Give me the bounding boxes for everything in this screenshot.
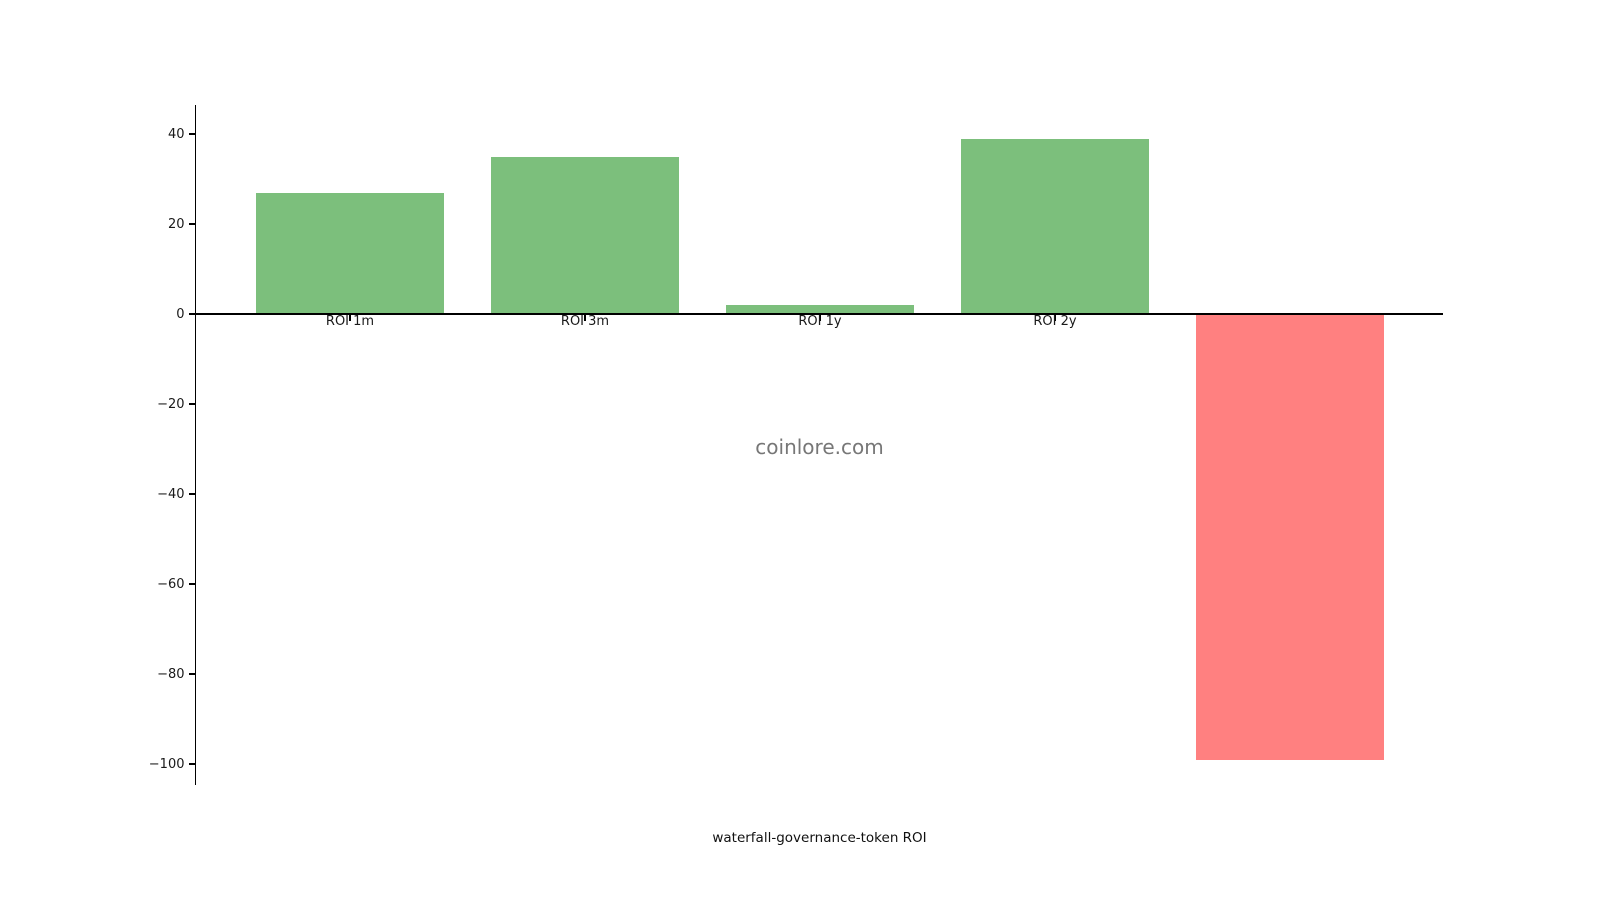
y-tick-mark-40 (188, 133, 195, 135)
y-tick-mark--80 (188, 673, 195, 675)
y-tick-mark--40 (188, 493, 195, 495)
y-tick-mark--100 (188, 763, 195, 765)
y-tick-label--100: −100 (148, 756, 185, 772)
y-tick-label-20: 20 (167, 216, 185, 232)
bar-roi-3m[interactable] (491, 156, 679, 314)
y-tick-label--60: −60 (157, 576, 185, 592)
bar-roi-1m[interactable] (256, 192, 444, 314)
y-tick-mark-0 (188, 313, 195, 315)
x-tick-label-roi-1y: ROI 1y (798, 313, 842, 329)
y-tick-mark-20 (188, 223, 195, 225)
y-tick-mark--60 (188, 583, 195, 585)
y-tick-label--40: −40 (157, 486, 185, 502)
y-tick-mark--20 (188, 403, 195, 405)
bar-roi-2y[interactable] (961, 138, 1149, 314)
x-tick-mark-roi-3m (584, 314, 586, 321)
x-tick-label-roi-1m: ROI 1m (325, 313, 375, 329)
y-tick-label-0: 0 (176, 306, 185, 322)
y-axis-spine (194, 105, 196, 785)
x-tick-mark-roi-1y (819, 314, 821, 321)
x-axis-zero-line (194, 313, 1443, 315)
x-tick-label-roi-3m: ROI 3m (560, 313, 610, 329)
x-tick-mark-roi-2y (1054, 314, 1056, 321)
y-tick-label-40: 40 (167, 126, 185, 142)
bar-bar-5[interactable] (1196, 314, 1384, 760)
watermark-text: coinlore.com (755, 435, 884, 459)
y-tick-label--20: −20 (157, 396, 185, 412)
bar-roi-1y[interactable] (726, 305, 914, 314)
x-tick-label-roi-2y: ROI 2y (1033, 313, 1077, 329)
y-tick-label--80: −80 (157, 666, 185, 682)
x-tick-mark-roi-1m (349, 314, 351, 321)
chart-title: waterfall-governance-token ROI (712, 830, 927, 846)
